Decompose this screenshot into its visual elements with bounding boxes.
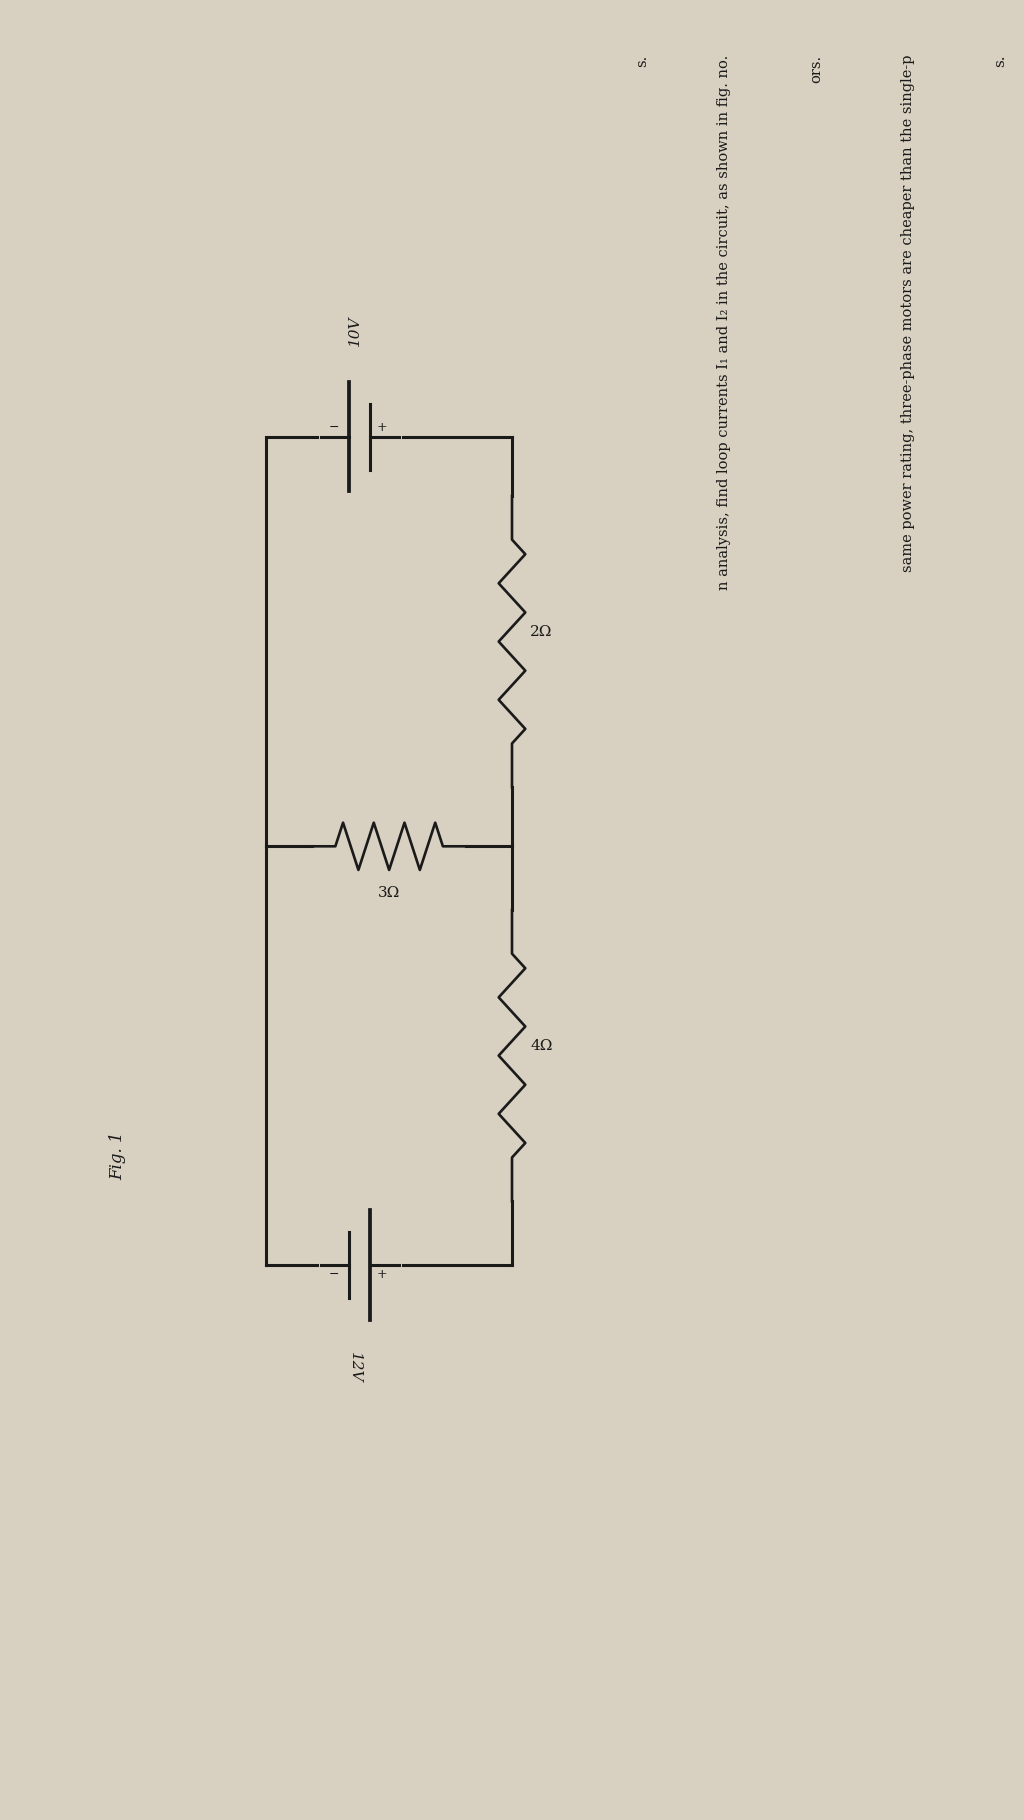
Text: −: − (329, 420, 339, 435)
Text: +: + (377, 420, 387, 435)
Text: −: − (329, 1267, 339, 1281)
Text: 4Ω: 4Ω (530, 1039, 553, 1054)
Text: +: + (377, 1267, 387, 1281)
Text: 2Ω: 2Ω (530, 626, 553, 639)
Text: 10V: 10V (347, 315, 361, 346)
Text: n analysis, find loop currents I₁ and I₂ in the circuit, as shown in fig. no.: n analysis, find loop currents I₁ and I₂… (717, 55, 731, 590)
Text: 3Ω: 3Ω (378, 886, 400, 901)
Text: same power rating, three-phase motors are cheaper than the single-p: same power rating, three-phase motors ar… (901, 55, 915, 571)
Text: Fig. 1: Fig. 1 (110, 1132, 126, 1179)
Text: s.: s. (635, 55, 649, 67)
Text: s.: s. (993, 55, 1008, 67)
Text: 12V: 12V (347, 1352, 361, 1383)
Text: ors.: ors. (809, 55, 823, 82)
